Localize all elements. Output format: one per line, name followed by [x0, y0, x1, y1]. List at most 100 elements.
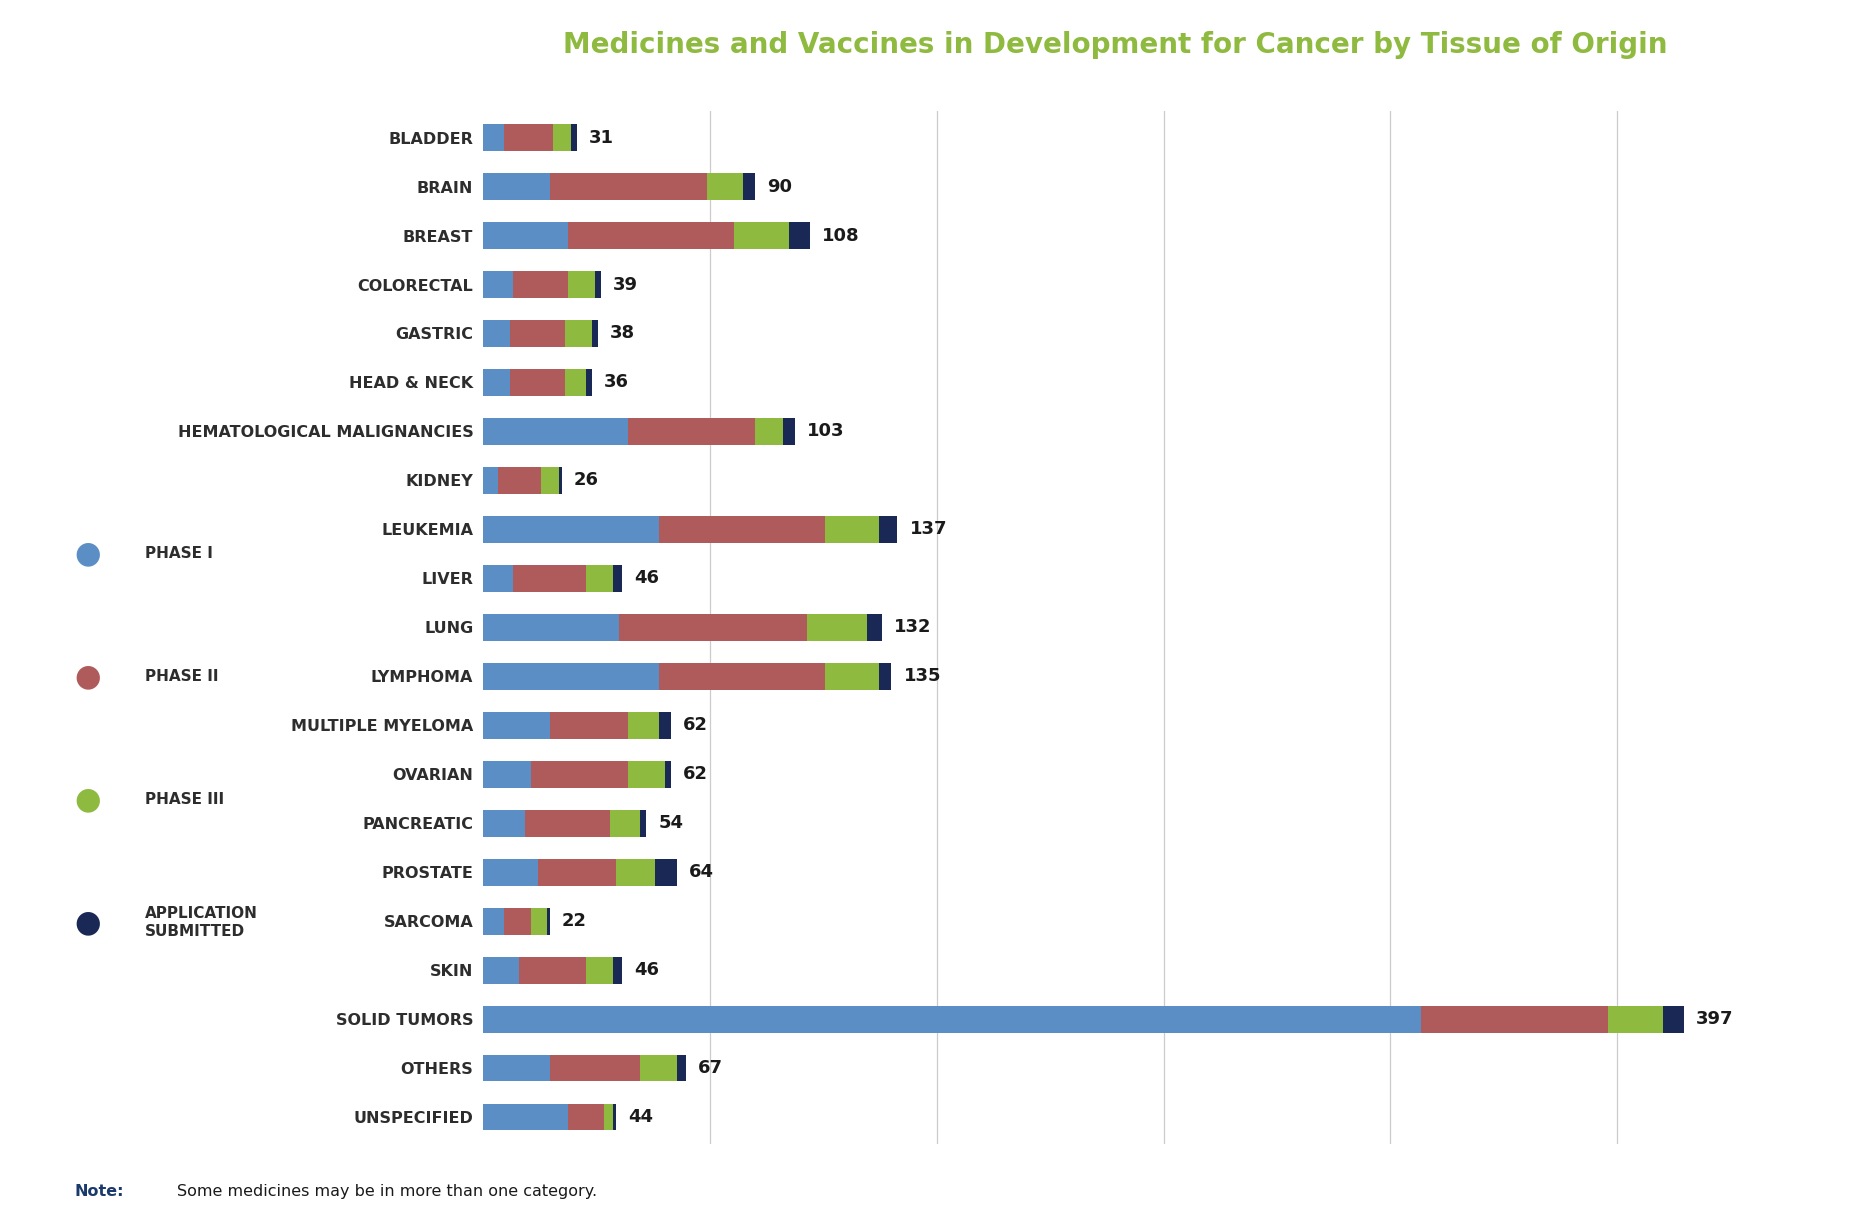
Bar	[483, 1103, 568, 1130]
Bar	[565, 369, 585, 396]
Text: 67: 67	[698, 1059, 722, 1077]
Bar	[483, 173, 550, 200]
Bar	[483, 369, 511, 396]
Bar	[498, 467, 540, 494]
Bar	[867, 614, 882, 641]
Bar	[568, 223, 734, 248]
Bar	[782, 418, 795, 445]
Bar	[734, 223, 787, 248]
Bar	[657, 663, 825, 690]
Bar	[676, 1054, 685, 1081]
Bar	[552, 124, 570, 151]
Bar	[550, 1054, 641, 1081]
Bar	[617, 859, 656, 886]
Text: ●: ●	[74, 785, 100, 814]
Bar	[546, 908, 550, 935]
Bar	[483, 663, 657, 690]
Bar	[526, 809, 609, 836]
Text: 46: 46	[633, 961, 659, 979]
Bar	[585, 957, 613, 984]
Bar	[825, 663, 878, 690]
Bar	[483, 908, 503, 935]
Bar	[628, 418, 756, 445]
Bar	[657, 515, 825, 542]
Text: PHASE II: PHASE II	[145, 669, 219, 684]
Text: ●: ●	[74, 539, 100, 568]
Bar	[618, 614, 806, 641]
Bar	[706, 173, 743, 200]
Bar	[585, 369, 592, 396]
Text: PHASE I: PHASE I	[145, 546, 214, 561]
Bar	[570, 124, 576, 151]
Bar	[503, 124, 552, 151]
Bar	[483, 614, 618, 641]
Text: ●: ●	[74, 908, 100, 937]
Bar	[531, 760, 628, 787]
Bar	[483, 957, 520, 984]
Bar	[483, 418, 628, 445]
Bar	[540, 467, 559, 494]
Bar	[568, 271, 594, 298]
Bar	[513, 565, 585, 592]
Text: 36: 36	[604, 374, 630, 391]
Text: 62: 62	[682, 716, 708, 734]
Text: 103: 103	[806, 422, 843, 440]
Text: ●: ●	[74, 662, 100, 691]
Bar	[531, 908, 546, 935]
Bar	[641, 1054, 676, 1081]
Bar	[609, 809, 641, 836]
Bar	[513, 271, 568, 298]
Bar	[604, 1103, 613, 1130]
Bar	[613, 565, 622, 592]
Bar	[641, 809, 646, 836]
Bar	[511, 320, 565, 347]
Bar	[613, 957, 622, 984]
Bar	[628, 760, 665, 787]
Bar	[568, 1103, 604, 1130]
Text: APPLICATION
SUBMITTED: APPLICATION SUBMITTED	[145, 907, 258, 938]
Bar	[483, 565, 513, 592]
Text: 44: 44	[628, 1108, 654, 1125]
Bar	[657, 712, 670, 739]
Text: 132: 132	[893, 619, 932, 636]
Text: Some medicines may be in more than one category.: Some medicines may be in more than one c…	[176, 1184, 596, 1199]
Bar	[483, 515, 657, 542]
Bar	[483, 271, 513, 298]
Text: 62: 62	[682, 765, 708, 784]
Text: 135: 135	[903, 667, 940, 685]
Text: 108: 108	[821, 226, 860, 245]
Text: 31: 31	[589, 129, 613, 146]
Bar	[585, 565, 613, 592]
Bar	[483, 124, 503, 151]
Bar	[613, 1103, 617, 1130]
Bar	[511, 369, 565, 396]
Text: 38: 38	[609, 325, 635, 342]
Bar	[483, 223, 568, 248]
Text: 46: 46	[633, 569, 659, 588]
Text: 22: 22	[561, 913, 587, 930]
Bar	[550, 712, 628, 739]
Text: 64: 64	[689, 863, 713, 881]
Bar	[537, 859, 617, 886]
Text: 54: 54	[657, 814, 683, 833]
Bar	[483, 467, 498, 494]
Bar	[665, 760, 670, 787]
Text: Medicines and Vaccines in Development for Cancer by Tissue of Origin: Medicines and Vaccines in Development fo…	[563, 31, 1666, 59]
Bar	[483, 712, 550, 739]
Bar	[878, 515, 897, 542]
Bar	[1608, 1006, 1662, 1032]
Bar	[483, 859, 537, 886]
Bar	[483, 760, 531, 787]
Bar	[550, 173, 706, 200]
Text: 90: 90	[767, 177, 791, 196]
Bar	[503, 908, 531, 935]
Bar	[592, 320, 598, 347]
Bar	[825, 515, 878, 542]
Bar	[565, 320, 592, 347]
Bar	[878, 663, 891, 690]
Bar	[787, 223, 810, 248]
Bar	[483, 1054, 550, 1081]
Text: Note:: Note:	[74, 1184, 124, 1199]
Bar	[483, 1006, 1421, 1032]
Bar	[756, 418, 782, 445]
